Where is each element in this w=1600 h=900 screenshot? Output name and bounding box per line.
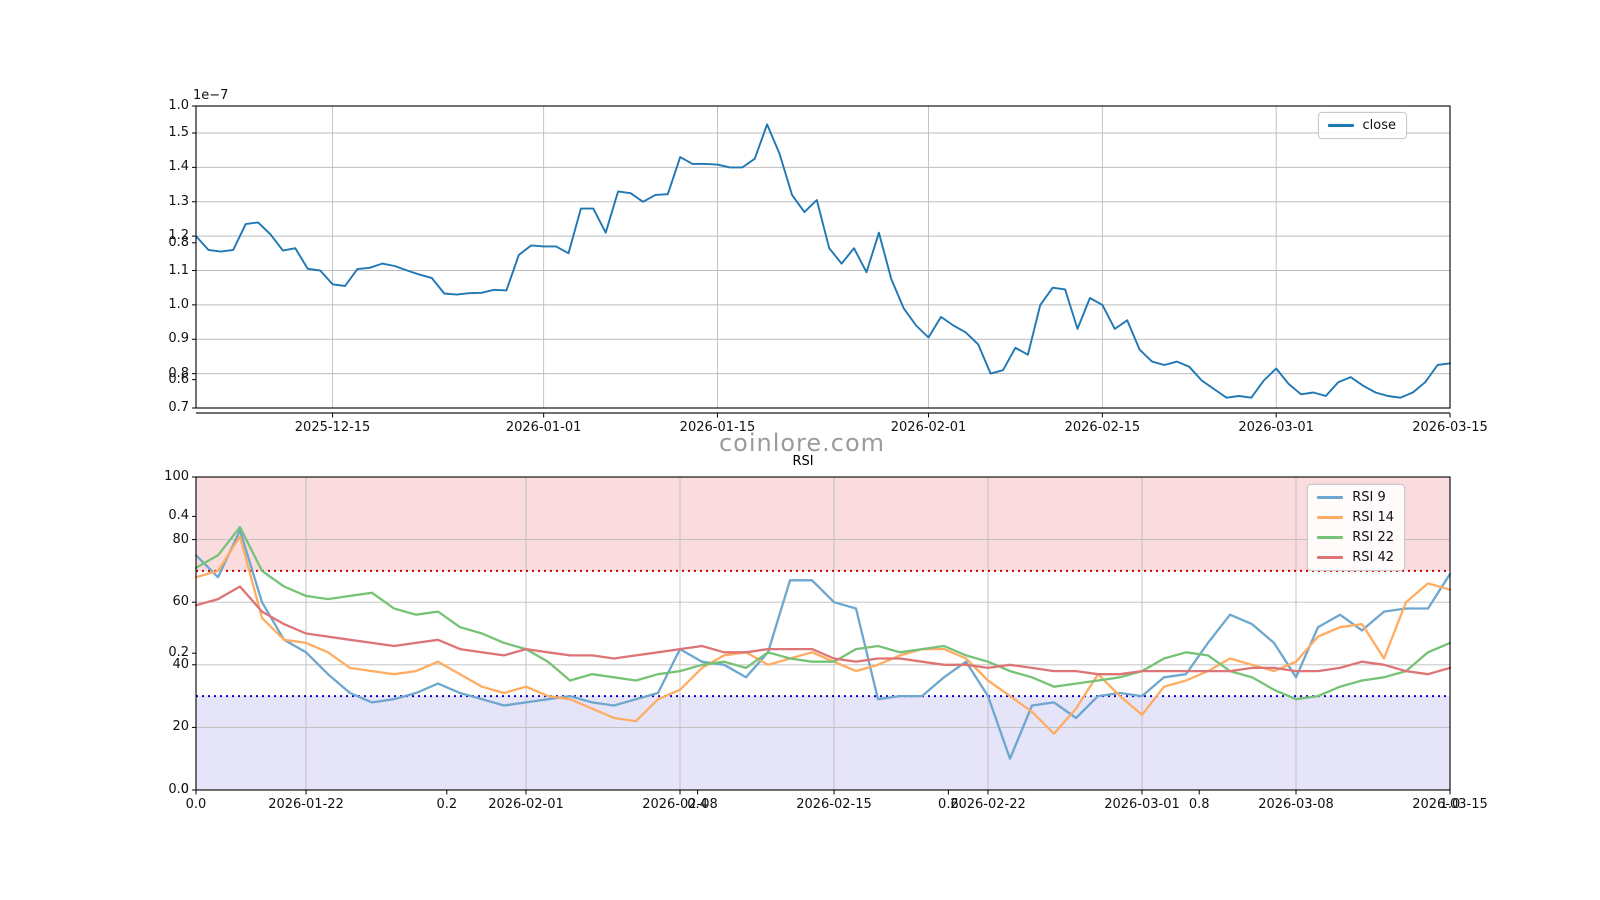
overlay-y-tick-label: 0.2 xyxy=(168,645,189,661)
price-y-tick-label: 1.0 xyxy=(168,296,189,312)
price-y-tick-label: 0.9 xyxy=(168,331,189,347)
price-y-tick-label: 1.3 xyxy=(168,193,189,209)
oversold-band xyxy=(196,696,1450,790)
price-x-tick-label: 2025-12-15 xyxy=(294,420,371,435)
legend-line-sample xyxy=(1317,516,1344,519)
price-y-tick-label: 1.1 xyxy=(168,262,189,278)
rsi-y-tick-label: 60 xyxy=(172,594,189,610)
close-line xyxy=(195,123,1451,399)
rsi-x-tick-label: 2026-03-15 xyxy=(1412,797,1488,812)
price-x-tick-label: 2026-02-15 xyxy=(1064,420,1141,435)
legend-item: RSI 14 xyxy=(1317,509,1394,526)
legend-line-sample xyxy=(1327,124,1354,127)
rsi-14-line xyxy=(194,535,1452,735)
price-y-tick-label: 1.5 xyxy=(168,125,189,140)
legend-item: close xyxy=(1327,117,1396,134)
rsi-plot-border xyxy=(195,476,1451,791)
price-legend: close xyxy=(1317,112,1407,139)
rsi-x-tick-label: 2026-02-08 xyxy=(642,797,718,812)
watermark: coinlore.com xyxy=(718,429,886,457)
legend-label: RSI 9 xyxy=(1352,490,1386,505)
overbought-band xyxy=(196,477,1450,571)
price-y-tick-label: 1.2 xyxy=(168,228,189,244)
price-x-tick-label: 2026-01-01 xyxy=(505,420,582,435)
rsi-x-tick-label: 2026-03-01 xyxy=(1104,797,1180,812)
rsi-x-tick-label: 2026-02-22 xyxy=(950,797,1026,812)
overlay-y-tick-label: 0.6 xyxy=(168,371,189,387)
legend-label: RSI 42 xyxy=(1352,550,1394,565)
overlay-y-tick-label: 1.0 xyxy=(168,98,189,113)
legend-line-sample xyxy=(1317,556,1344,559)
price-y-tick-label: 1.4 xyxy=(168,159,189,175)
rsi-x-tick-label: 2026-01-22 xyxy=(268,797,344,812)
overlay-y-tick-label: 0.0 xyxy=(168,782,189,797)
legend-label: close xyxy=(1362,118,1396,133)
y-axis-offset-label: 1e−7 xyxy=(193,88,229,103)
overlay-x-tick-label: 0.6 xyxy=(938,797,959,812)
legend-line-sample xyxy=(1317,496,1344,499)
legend-line-sample xyxy=(1317,536,1344,539)
rsi-42-line xyxy=(194,585,1452,676)
price-x-tick-label: 2026-02-01 xyxy=(890,420,967,435)
overlay-x-tick-label: 0.0 xyxy=(185,797,207,812)
price-y-tick-label: 0.8 xyxy=(168,365,189,381)
legend-label: RSI 14 xyxy=(1352,510,1394,525)
price-x-tick-label: 2026-03-01 xyxy=(1238,420,1314,435)
price-plot-border xyxy=(195,105,1451,409)
price-x-tick-label: 2026-03-15 xyxy=(1412,420,1488,435)
rsi-y-tick-label: 20 xyxy=(172,719,189,735)
rsi-9-line xyxy=(194,529,1452,760)
legend-label: RSI 22 xyxy=(1352,530,1394,545)
legend-item: RSI 42 xyxy=(1317,549,1394,566)
price-x-tick-label: 2026-01-15 xyxy=(679,420,756,435)
overlay-x-tick-label: 0.4 xyxy=(687,797,708,812)
rsi-y-tick-label: 0 xyxy=(180,782,189,797)
overlay-y-tick-label: 0.8 xyxy=(168,234,189,250)
price-y-tick-label: 0.7 xyxy=(168,400,189,415)
rsi-chart-title: RSI xyxy=(792,454,814,469)
overlay-x-tick-label: 0.2 xyxy=(436,797,458,812)
rsi-22-line xyxy=(194,525,1452,701)
rsi-y-tick-label: 100 xyxy=(164,469,189,484)
rsi-x-tick-label: 2026-03-08 xyxy=(1258,797,1334,812)
overlay-x-tick-label: 1.0 xyxy=(1439,797,1461,812)
rsi-y-tick-label: 80 xyxy=(172,531,189,547)
legend-item: RSI 22 xyxy=(1317,529,1394,546)
overlay-x-tick-label: 0.8 xyxy=(1188,797,1210,812)
rsi-x-tick-label: 2026-02-01 xyxy=(488,797,564,812)
rsi-x-tick-label: 2026-02-15 xyxy=(796,797,872,812)
rsi-y-tick-label: 40 xyxy=(172,656,189,672)
rsi-legend: RSI 9 RSI 14 RSI 22 RSI 42 xyxy=(1307,484,1405,571)
legend-item: RSI 9 xyxy=(1317,489,1394,506)
overlay-y-tick-label: 0.4 xyxy=(168,508,189,524)
